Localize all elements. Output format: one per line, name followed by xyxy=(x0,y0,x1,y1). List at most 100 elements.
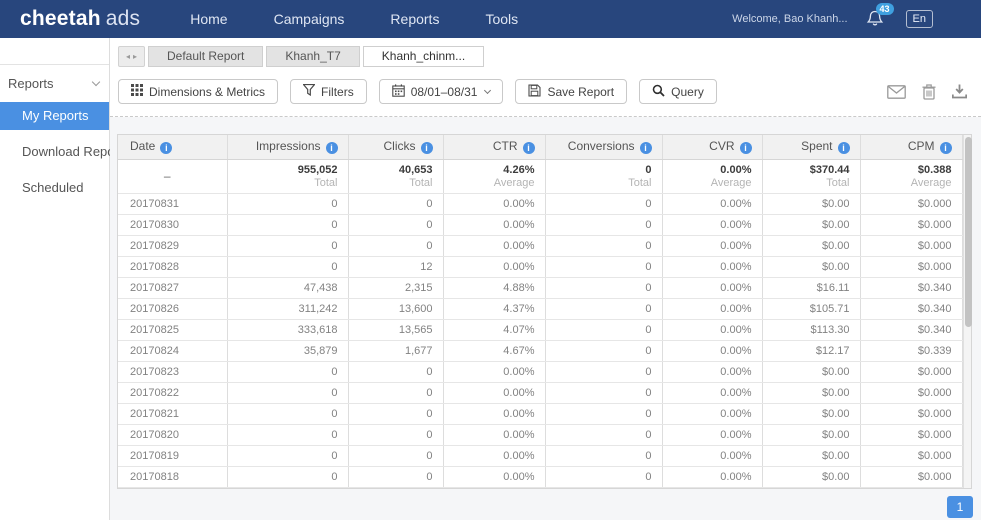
language-selector[interactable]: En xyxy=(905,10,933,28)
metric-cell: 0 xyxy=(227,424,349,446)
email-icon[interactable] xyxy=(887,84,906,99)
table-row: 20170831 0 0 0.00% 0 0.00% $0.00 $0.000 xyxy=(118,193,963,215)
notifications-button[interactable]: 43 xyxy=(866,3,894,29)
info-icon[interactable]: i xyxy=(837,142,850,155)
download-icon[interactable] xyxy=(952,84,967,99)
dimensions-metrics-button[interactable]: Dimensions & Metrics xyxy=(118,79,279,104)
column-header-conversions[interactable]: Conversions i xyxy=(545,135,663,160)
column-header-label: CTR xyxy=(492,139,518,154)
metric-cell: 0 xyxy=(545,298,663,320)
tab-scroll-left-icon[interactable]: ◂ xyxy=(125,52,130,61)
date-range-label: 08/01–08/31 xyxy=(410,84,478,99)
top-band: ◂ ▸ Default Report Khanh_T7 Khanh_chinm.… xyxy=(110,38,981,117)
date-cell: 20170828 xyxy=(118,256,228,278)
nav-item-campaigns[interactable]: Campaigns xyxy=(273,11,345,27)
summary-cell: 40,653 Total xyxy=(348,159,444,194)
search-icon xyxy=(652,84,665,100)
info-icon[interactable]: i xyxy=(639,142,652,155)
sidebar-spacer xyxy=(0,38,109,65)
column-header-impressions[interactable]: Impressions i xyxy=(227,135,349,160)
metric-cell: 0 xyxy=(545,340,663,362)
date-cell: 20170819 xyxy=(118,445,228,467)
column-header-cpm[interactable]: CPM i xyxy=(860,135,963,160)
date-range-button[interactable]: 08/01–08/31 xyxy=(378,79,504,104)
column-header-date[interactable]: Date i xyxy=(118,135,228,160)
trash-icon[interactable] xyxy=(922,83,936,100)
summary-aggregation-label: Total xyxy=(314,176,338,189)
info-icon[interactable]: i xyxy=(420,142,433,155)
summary-cell: $0.388 Average xyxy=(860,159,963,194)
metric-cell: $0.00 xyxy=(762,382,861,404)
tab-scroll-arrows[interactable]: ◂ ▸ xyxy=(118,46,145,67)
metric-cell: $0.000 xyxy=(860,424,963,446)
query-button[interactable]: Query xyxy=(639,79,717,104)
metric-cell: 0 xyxy=(545,256,663,278)
info-icon[interactable]: i xyxy=(160,142,173,155)
metric-cell: 333,618 xyxy=(227,319,349,341)
summary-date-cell: – xyxy=(118,159,228,194)
chevron-down-icon xyxy=(91,77,101,87)
sidebar-section-reports[interactable]: Reports xyxy=(0,65,109,102)
metric-cell: $0.00 xyxy=(762,445,861,467)
column-header-clicks[interactable]: Clicks i xyxy=(348,135,444,160)
column-header-cvr[interactable]: CVR i xyxy=(662,135,763,160)
date-cell: 20170824 xyxy=(118,340,228,362)
sidebar-item-my-reports[interactable]: My Reports xyxy=(0,102,109,130)
top-navbar: cheetah ads Home Campaigns Reports Tools … xyxy=(0,0,981,38)
scrollbar-thumb[interactable] xyxy=(965,137,972,327)
main-content: ◂ ▸ Default Report Khanh_T7 Khanh_chinm.… xyxy=(110,38,981,520)
date-cell: 20170830 xyxy=(118,214,228,236)
chevron-down-icon xyxy=(484,86,492,95)
metric-cell: $12.17 xyxy=(762,340,861,362)
vertical-scrollbar[interactable] xyxy=(962,135,972,488)
column-header-label: Clicks xyxy=(383,139,416,154)
metric-cell: $0.00 xyxy=(762,424,861,446)
info-icon[interactable]: i xyxy=(325,142,338,155)
metric-cell: 0.00% xyxy=(662,340,763,362)
summary-aggregation-label: Average xyxy=(710,176,752,189)
welcome-text[interactable]: Welcome, Bao Khanh... xyxy=(732,13,848,25)
tab-khanh-chinm[interactable]: Khanh_chinm... xyxy=(362,46,485,67)
metric-cell: 0 xyxy=(348,361,444,383)
info-icon[interactable]: i xyxy=(522,142,535,155)
info-icon[interactable]: i xyxy=(739,142,752,155)
metric-cell: 0 xyxy=(227,403,349,425)
metric-cell: $0.000 xyxy=(860,445,963,467)
info-icon[interactable]: i xyxy=(939,142,952,155)
column-header-ctr[interactable]: CTR i xyxy=(443,135,546,160)
metric-cell: $0.000 xyxy=(860,256,963,278)
app-logo[interactable]: cheetah ads xyxy=(20,7,140,31)
save-report-button[interactable]: Save Report xyxy=(515,79,628,104)
metric-cell: $0.340 xyxy=(860,298,963,320)
sidebar-item-scheduled[interactable]: Scheduled xyxy=(22,180,84,195)
column-header-spent[interactable]: Spent i xyxy=(762,135,861,160)
metric-cell: $0.000 xyxy=(860,214,963,236)
metric-cell: $0.00 xyxy=(762,235,861,257)
metric-cell: 0 xyxy=(545,361,663,383)
notification-count-badge: 43 xyxy=(875,3,894,15)
grid-icon xyxy=(131,84,143,99)
tab-scroll-right-icon[interactable]: ▸ xyxy=(133,52,138,61)
metric-cell: 4.07% xyxy=(443,319,546,341)
metric-cell: 13,600 xyxy=(348,298,444,320)
tab-khanh-t7[interactable]: Khanh_T7 xyxy=(266,46,360,67)
logo-text-bold: cheetah xyxy=(20,7,101,30)
metric-cell: 0.00% xyxy=(443,445,546,467)
nav-item-home[interactable]: Home xyxy=(190,11,228,27)
calendar-icon xyxy=(391,83,405,100)
nav-item-tools[interactable]: Tools xyxy=(485,11,519,27)
date-cell: 20170822 xyxy=(118,382,228,404)
table-row: 20170820 0 0 0.00% 0 0.00% $0.00 $0.000 xyxy=(118,424,963,446)
summary-cell: 955,052 Total xyxy=(227,159,349,194)
metric-cell: 0.00% xyxy=(443,382,546,404)
metric-cell: 0.00% xyxy=(662,235,763,257)
metric-cell: $0.340 xyxy=(860,277,963,299)
tab-default-report[interactable]: Default Report xyxy=(148,46,264,67)
nav-item-reports[interactable]: Reports xyxy=(390,11,440,27)
sidebar-item-download-report[interactable]: Download Report xyxy=(22,144,123,159)
filters-button[interactable]: Filters xyxy=(290,79,367,104)
metric-cell: 0.00% xyxy=(662,319,763,341)
metric-cell: 4.37% xyxy=(443,298,546,320)
column-header-label: Conversions xyxy=(567,139,635,154)
pagination-page-1-button[interactable]: 1 xyxy=(947,496,973,518)
